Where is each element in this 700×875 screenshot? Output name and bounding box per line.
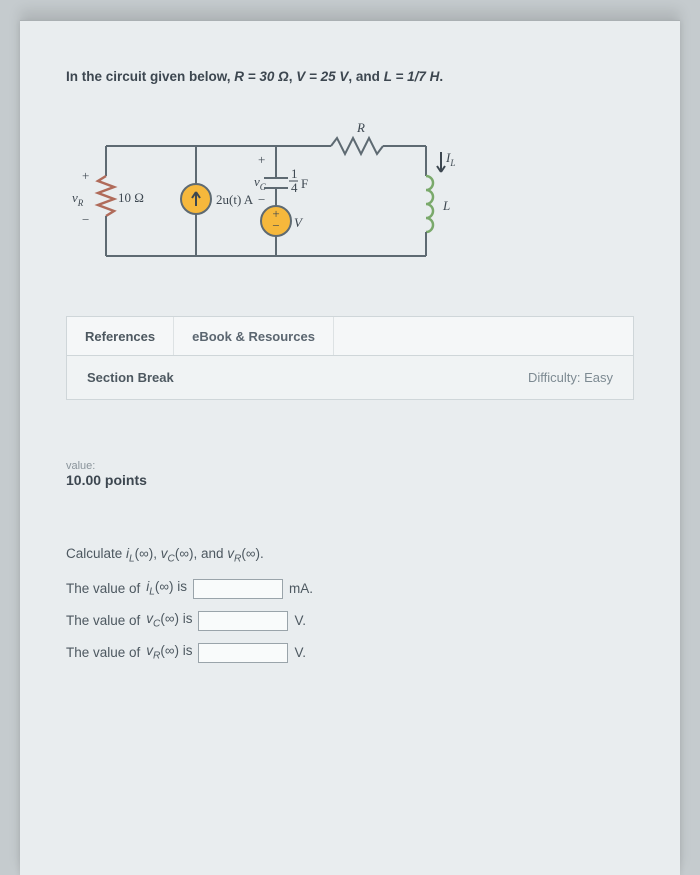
value-block: value: 10.00 points (66, 460, 634, 488)
problem-prefix: In the circuit given below, (66, 69, 234, 84)
problem-sep2: , and (348, 69, 383, 84)
answer-pre-0: The value of (66, 581, 140, 596)
answer-sym-2: vR(∞) is (146, 643, 192, 662)
section-row: Section Break Difficulty: Easy (66, 356, 634, 400)
label-vR: vR (72, 190, 84, 208)
answer-sym-0: iL(∞) is (146, 579, 187, 598)
worksheet-sheet: In the circuit given below, R = 30 Ω, V … (20, 20, 680, 875)
question-prompt: Calculate iL(∞), vC(∞), and vR(∞). (66, 546, 634, 565)
label-vR-minus: − (82, 212, 89, 227)
label-F: F (301, 176, 308, 191)
value-points: 10.00 points (66, 472, 634, 488)
difficulty-label: Difficulty: Easy (528, 370, 613, 385)
label-F-denom: 4 (291, 180, 298, 195)
answer-line-vR: The value of vR(∞) is V. (66, 643, 634, 663)
section-break-label: Section Break (87, 370, 174, 385)
answer-sym-1: vC(∞) is (146, 611, 192, 630)
problem-V: V = 25 V (296, 69, 348, 84)
question-block: Calculate iL(∞), vC(∞), and vR(∞). The v… (66, 546, 634, 663)
label-vC-minus: − (258, 192, 265, 207)
answer-unit-2: V. (294, 645, 306, 660)
problem-statement: In the circuit given below, R = 30 Ω, V … (66, 69, 634, 84)
circuit-diagram: + − R IL L V 1 4 F + vC − 10 Ω + (66, 106, 466, 276)
answer-pre-2: The value of (66, 645, 140, 660)
label-10ohm: 10 Ω (118, 190, 144, 205)
problem-suffix: . (439, 69, 443, 84)
answer-unit-0: mA. (289, 581, 313, 596)
label-vC: vC (254, 174, 267, 192)
label-IL: IL (445, 150, 455, 168)
label-isrc: 2u(t) A (216, 192, 254, 207)
answer-line-iL: The value of iL(∞) is mA. (66, 579, 634, 599)
label-R: R (356, 120, 365, 135)
label-F-numer: 1 (291, 166, 298, 181)
problem-L: L = 1/7 H (384, 69, 440, 84)
label-V: V (294, 215, 304, 230)
label-vR-plus: + (82, 168, 89, 183)
answer-unit-1: V. (294, 613, 306, 628)
problem-R: R = 30 Ω (234, 69, 288, 84)
answer-line-vC: The value of vC(∞) is V. (66, 611, 634, 631)
answer-input-iL[interactable] (193, 579, 283, 599)
value-caption: value: (66, 460, 634, 472)
tab-references[interactable]: References (67, 317, 174, 355)
resource-tabs: References eBook & Resources (66, 316, 634, 356)
tab-ebook[interactable]: eBook & Resources (174, 317, 334, 355)
answer-input-vC[interactable] (198, 611, 288, 631)
svg-text:−: − (272, 218, 279, 233)
answer-input-vR[interactable] (198, 643, 288, 663)
label-vC-plus: + (258, 152, 265, 167)
label-L: L (442, 198, 450, 213)
answer-pre-1: The value of (66, 613, 140, 628)
